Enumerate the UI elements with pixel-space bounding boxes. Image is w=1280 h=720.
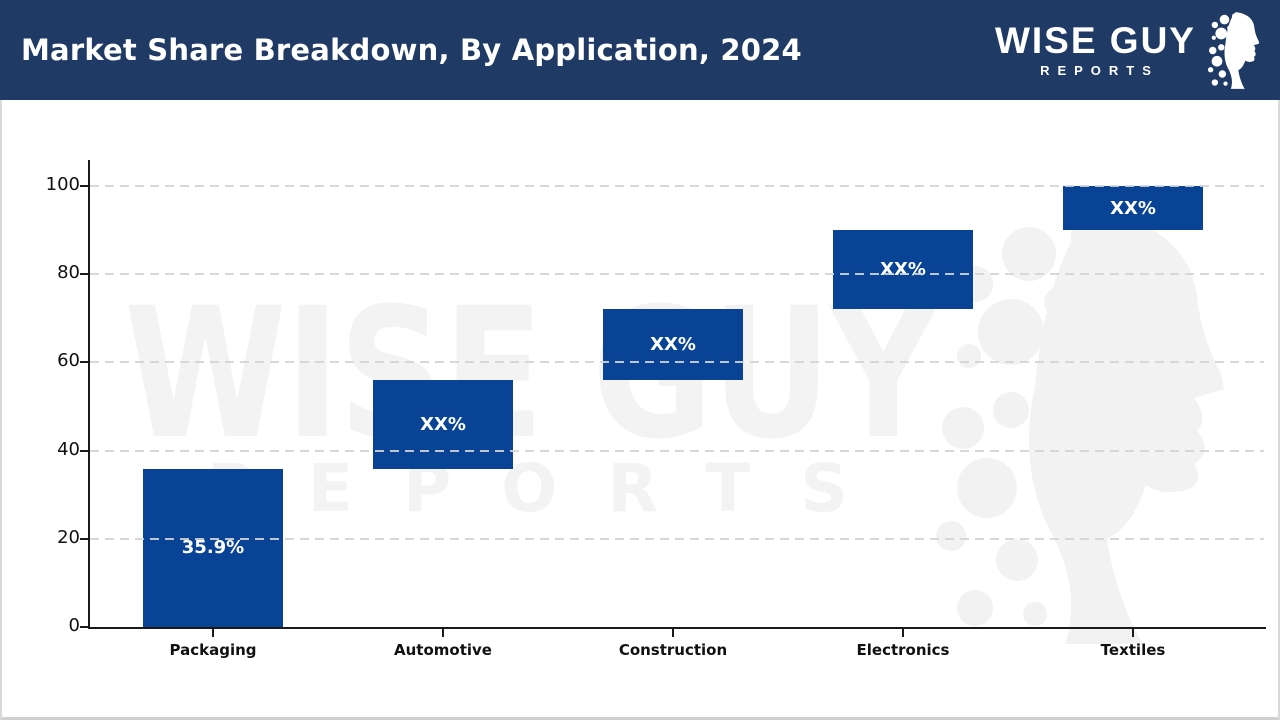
- x-axis-tick-packaging: [212, 629, 214, 637]
- x-axis-line: [88, 627, 1266, 629]
- x-axis-tick-automotive: [442, 629, 444, 637]
- x-axis-category-label: Electronics: [856, 641, 950, 659]
- y-axis-tick-60: [80, 361, 88, 364]
- x-axis-tick-textiles: [1132, 629, 1134, 637]
- bar-value-label: XX%: [650, 334, 696, 356]
- bar-textiles: XX%: [1063, 186, 1203, 231]
- y-axis-tick-label: 40: [57, 438, 80, 460]
- y-axis-spine: [88, 160, 90, 629]
- y-axis-tick-0: [80, 626, 88, 628]
- y-axis-tick-label: 80: [57, 262, 80, 284]
- gridline-80: [90, 273, 1264, 276]
- x-axis-category-label: Construction: [618, 641, 728, 659]
- y-axis-tick-40: [80, 449, 88, 452]
- bar-automotive: XX%: [373, 380, 513, 469]
- bar-value-label: XX%: [420, 413, 466, 435]
- y-axis-tick-80: [80, 273, 88, 276]
- x-axis-category-label: Automotive: [394, 641, 492, 659]
- bar-electronics: XX%: [833, 230, 973, 310]
- y-axis-tick-20: [80, 537, 88, 540]
- gridline-100: [90, 185, 1264, 187]
- bar-packaging: 35.9%: [143, 468, 283, 627]
- x-axis-category-label: Packaging: [169, 641, 257, 659]
- y-axis-tick-100: [80, 185, 88, 187]
- chart-panel: WISE GUY REPORTS 35.9% XX% XX% XX% XX% 0 20 40 6…: [0, 100, 1280, 720]
- gridline-60: [90, 361, 1264, 364]
- watermark-subtitle: REPORTS: [207, 450, 898, 527]
- gridline-20: [90, 537, 1264, 540]
- logo-face-icon: [1207, 12, 1260, 89]
- bar-value-label: 35.9%: [181, 537, 245, 559]
- page-title: Market Share Breakdown, By Application, …: [21, 33, 802, 67]
- y-axis-tick-label: 100: [45, 174, 80, 195]
- logo-subtitle: REPORTS: [1040, 62, 1159, 78]
- y-axis-tick-label: 60: [57, 350, 80, 372]
- bar-value-label: XX%: [1110, 197, 1156, 219]
- bar-value-label: XX%: [880, 259, 926, 281]
- bar-construction: XX%: [603, 309, 743, 381]
- gridline-40: [90, 449, 1264, 452]
- x-axis-tick-construction: [672, 629, 674, 637]
- watermark-wordmark: WISE GUY: [124, 270, 937, 479]
- wise-guy-reports-logo: WISE GUY REPORTS: [995, 10, 1280, 90]
- y-axis-tick-label: 0: [68, 615, 80, 636]
- y-axis-tick-label: 20: [57, 526, 80, 548]
- logo-text: WISE GUY REPORTS: [994, 20, 1196, 78]
- x-axis-category-label: Textiles: [1100, 641, 1166, 659]
- header-bar: Market Share Breakdown, By Application, …: [0, 0, 1280, 100]
- logo-wordmark: WISE GUY: [994, 20, 1196, 62]
- x-axis-tick-electronics: [902, 629, 904, 637]
